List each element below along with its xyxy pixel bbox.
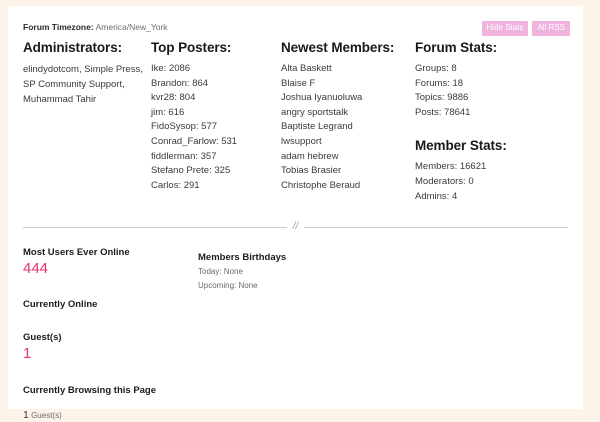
list-item: Posts: 78641 <box>415 106 471 118</box>
divider-line-left <box>23 226 287 228</box>
members-birthdays-title: Members Birthdays <box>198 252 287 263</box>
online-stats-block: Most Users Ever Online 444 Currently Onl… <box>23 246 198 422</box>
forum-timezone-label: Forum Timezone: <box>23 22 94 32</box>
header-row: Forum Timezone: America/New_York Hide St… <box>8 6 583 36</box>
list-item: Blaise F <box>281 77 316 89</box>
list-item: Joshua Iyanuoluwa <box>281 92 363 104</box>
administrators-names: elindydotcom, Simple Press, SP Community… <box>23 64 143 105</box>
forum-stats-title: Forum Stats: <box>415 40 498 55</box>
currently-online-label: Currently Online <box>23 299 98 310</box>
divider-slash-glyph: // <box>292 221 299 232</box>
newest-members-list: Alta Baskett Blaise F Joshua Iyanuoluwa … <box>281 62 407 193</box>
top-posters-list: Ike: 2086 Brandon: 864 kvr28: 804 jim: 6… <box>151 62 273 193</box>
guests-block: Guest(s) 1 <box>23 331 198 363</box>
forum-timezone-value: America/New_York <box>95 22 168 32</box>
newest-members-column: Newest Members: Alta Baskett Blaise F Jo… <box>281 40 415 204</box>
currently-browsing-block: Currently Browsing this Page 1 Guest(s) <box>23 384 198 422</box>
list-item: Conrad_Farlow: 531 <box>151 135 238 147</box>
currently-browsing-label: Currently Browsing this Page <box>23 385 157 396</box>
members-birthdays-block: Members Birthdays Today: None Upcoming: … <box>198 251 398 291</box>
list-item: Members: 16621 <box>415 161 487 173</box>
administrators-title: Administrators: <box>23 40 123 55</box>
list-item: angry sportstalk <box>281 106 349 118</box>
stats-columns: Administrators: elindydotcom, Simple Pre… <box>8 40 583 204</box>
guests-value: 1 <box>23 345 32 362</box>
list-item: lwsupport <box>281 135 322 147</box>
list-item: jim: 616 <box>151 106 185 118</box>
guests-label: Guest(s) <box>23 332 62 343</box>
list-item: Carlos: 291 <box>151 179 200 191</box>
list-item: kvr28: 804 <box>151 92 196 104</box>
top-posters-title: Top Posters: <box>151 40 232 55</box>
member-stats-title: Member Stats: <box>415 138 507 154</box>
list-item: FidoSysop: 577 <box>151 121 218 133</box>
list-item: Admins: 4 <box>415 190 458 202</box>
stats-column: Forum Stats: Groups: 8 Forums: 18 Topics… <box>415 40 555 204</box>
member-stats-list: Members: 16621 Moderators: 0 Admins: 4 <box>415 160 547 204</box>
forum-stats-list: Groups: 8 Forums: 18 Topics: 9886 Posts:… <box>415 62 547 120</box>
currently-online-block: Currently Online <box>23 298 198 311</box>
list-item: Christophe Beraud <box>281 179 361 191</box>
list-item: Forums: 18 <box>415 77 464 89</box>
all-rss-button[interactable]: All RSS <box>532 21 570 36</box>
list-item: Groups: 8 <box>415 63 457 74</box>
list-item: Moderators: 0 <box>415 175 474 187</box>
section-divider: // <box>23 222 568 232</box>
most-users-ever-online-label: Most Users Ever Online <box>23 247 130 258</box>
list-item: Stefano Prete: 325 <box>151 165 231 177</box>
list-item: Ike: 2086 <box>151 63 191 74</box>
forum-stats-panel: Forum Timezone: America/New_York Hide St… <box>8 6 583 421</box>
hide-stats-button[interactable]: Hide Stats <box>481 21 529 36</box>
list-item: adam hebrew <box>281 150 339 162</box>
top-posters-column: Top Posters: Ike: 2086 Brandon: 864 kvr2… <box>151 40 281 204</box>
newest-members-title: Newest Members: <box>281 40 395 55</box>
currently-browsing-value: 1 Guest(s) <box>23 409 198 422</box>
administrators-column: Administrators: elindydotcom, Simple Pre… <box>8 40 151 204</box>
currently-browsing-count: 1 <box>23 409 29 421</box>
header-badges: Hide Stats All RSS <box>481 21 570 36</box>
birthdays-today: Today: None <box>198 267 243 276</box>
list-item: Tobias Brasier <box>281 165 342 177</box>
list-item: fiddlerman: 357 <box>151 150 217 162</box>
list-item: Baptiste Legrand <box>281 121 353 133</box>
divider-line-right <box>304 226 568 228</box>
most-users-ever-online-value: 444 <box>23 260 49 277</box>
list-item: Brandon: 864 <box>151 77 209 89</box>
birthdays-upcoming: Upcoming: None <box>198 280 258 290</box>
list-item: Topics: 9886 <box>415 92 469 104</box>
currently-browsing-suffix: Guest(s) <box>31 411 62 420</box>
forum-timezone: Forum Timezone: America/New_York <box>23 22 168 32</box>
list-item: Alta Baskett <box>281 63 332 74</box>
